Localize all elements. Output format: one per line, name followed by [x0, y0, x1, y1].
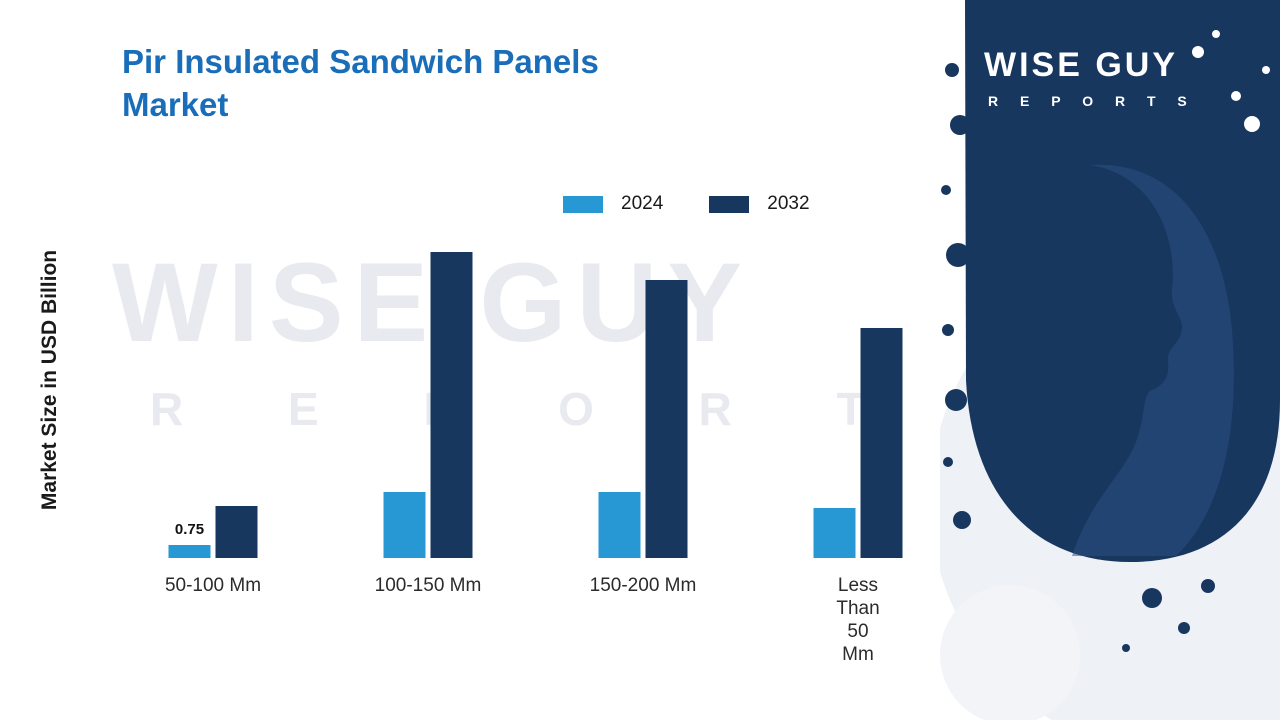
brand-graphic: WISE GUY R E P O R T S	[940, 0, 1280, 720]
plot-area: 0.75 50-100 Mm 100-150 Mm 150-200 Mm Less Th…	[130, 210, 940, 665]
bar-value-label: 0.75	[174, 521, 205, 538]
legend-swatch-2032	[709, 195, 750, 213]
legend-item-2024: 2024	[563, 193, 663, 215]
bar-2032-50-100-mm	[215, 506, 258, 558]
category-label-150-200-mm: 150-200 Mm	[589, 575, 697, 596]
bar-group-less-than-50-mm	[813, 328, 903, 558]
bar-group-100-150-mm	[383, 252, 473, 558]
legend-swatch-2024	[563, 195, 603, 213]
brand-dots-bottom	[1122, 579, 1215, 652]
category-label-50-100-mm: 50-100 Mm	[164, 575, 262, 596]
watermark-wordmark: WISE GUY	[112, 240, 753, 365]
bar-2024-150-200-mm	[598, 492, 641, 558]
bar-2032-150-200-mm	[645, 280, 688, 558]
brand-wordmark: WISE GUY	[984, 46, 1178, 84]
bar-group-150-200-mm	[598, 280, 688, 558]
y-axis-label: Market Size in USD Billion	[38, 249, 61, 511]
y-axis-label-wrap: Market Size in USD Billion	[28, 170, 72, 590]
brand-light-circle-small	[940, 585, 1080, 720]
bar-2024-100-150-mm	[383, 492, 426, 558]
legend-label-2032: 2032	[767, 193, 810, 214]
bar-2032-less-than-50-mm	[860, 328, 903, 558]
category-label-less-than-50-mm: Less Than 50 Mm	[836, 575, 880, 665]
watermark-reports: R E P O R T S	[150, 383, 1047, 435]
brand-dots-left	[941, 63, 971, 529]
legend-item-2032: 2032	[709, 193, 810, 215]
bar-group-50-100-mm: 0.75	[168, 506, 258, 558]
chart-title: Pir Insulated Sandwich Panels Market	[122, 43, 599, 123]
bar-2032-100-150-mm	[430, 252, 473, 558]
legend-label-2024: 2024	[621, 193, 664, 214]
face-profile-icon	[1072, 164, 1234, 556]
category-label-100-150-mm: 100-150 Mm	[374, 575, 482, 596]
chart-legend: 2024 2032	[563, 193, 810, 215]
brand-dots-inner	[1192, 30, 1270, 132]
bar-2024-less-than-50-mm	[813, 508, 856, 558]
brand-reports-text: R E P O R T S	[988, 93, 1196, 109]
bar-2024-50-100-mm: 0.75	[168, 521, 211, 558]
